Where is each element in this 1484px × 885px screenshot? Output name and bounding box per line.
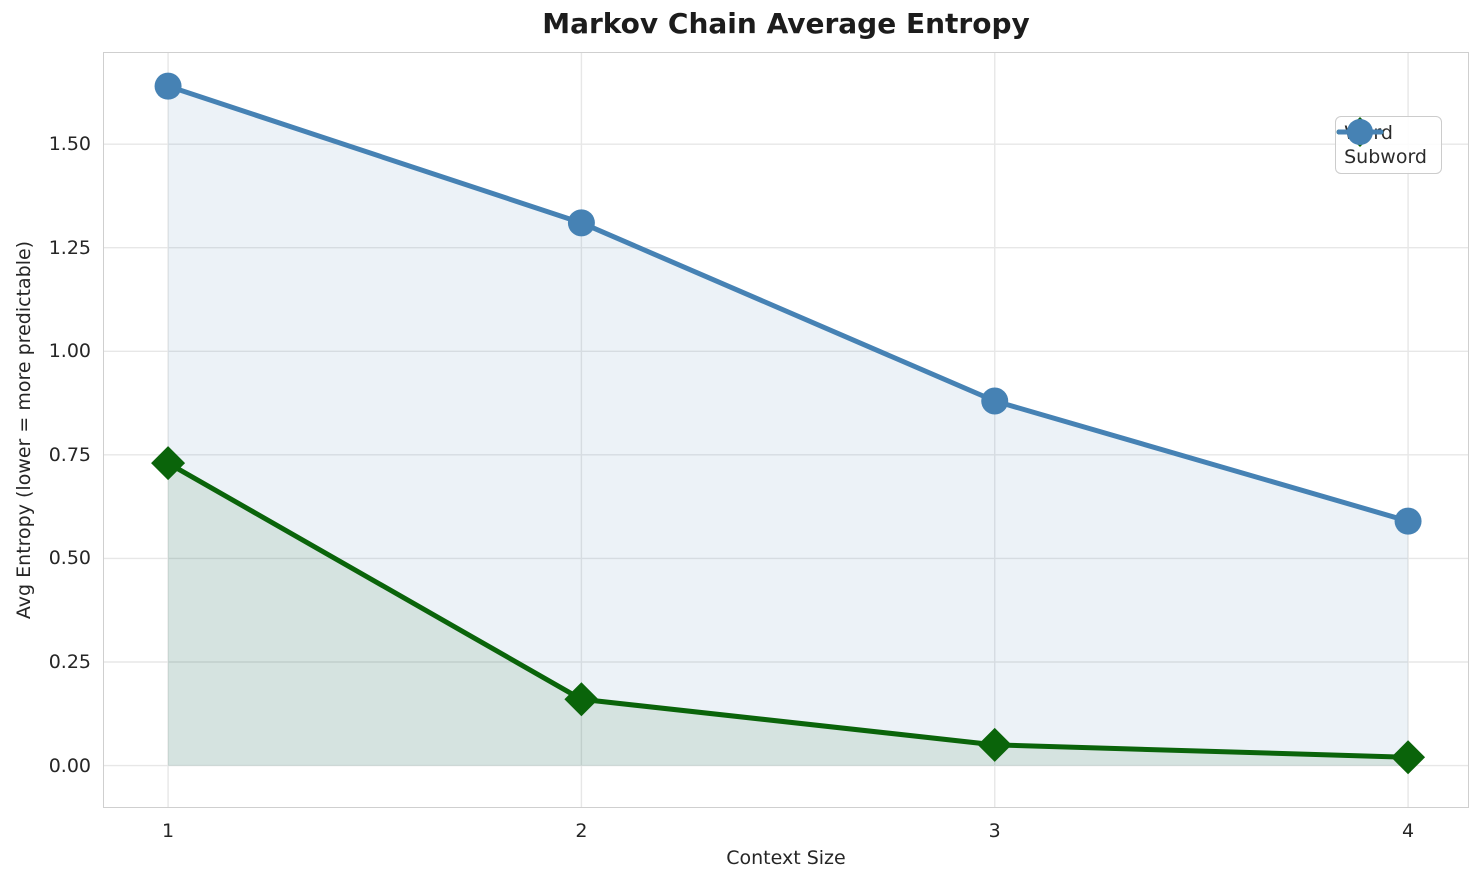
diamond-marker bbox=[977, 727, 1012, 762]
y-axis-label: Avg Entropy (lower = more predictable) bbox=[13, 240, 35, 620]
circle-marker bbox=[154, 72, 182, 100]
y-tick-label: 0.75 bbox=[48, 443, 91, 466]
x-tick-label: 3 bbox=[988, 820, 1001, 842]
diamond-marker bbox=[151, 446, 186, 481]
circle-marker-icon bbox=[1336, 119, 1384, 145]
x-tick-label: 1 bbox=[162, 820, 175, 842]
y-tick-label: 1.00 bbox=[48, 340, 91, 363]
plot-area: Word Subword bbox=[103, 52, 1469, 808]
legend-item-subword: Subword bbox=[1336, 119, 1427, 168]
y-tick-label: 0.50 bbox=[48, 547, 91, 570]
circle-marker bbox=[1394, 507, 1422, 535]
diamond-marker bbox=[564, 682, 599, 717]
plot-canvas bbox=[104, 53, 1468, 807]
chart-title: Markov Chain Average Entropy bbox=[542, 7, 1030, 40]
legend: Word Subword bbox=[1335, 116, 1442, 174]
circle-marker bbox=[981, 387, 1009, 415]
y-tick-label: 1.50 bbox=[48, 133, 91, 156]
area-fill-word bbox=[168, 463, 1409, 766]
x-axis-label: Context Size bbox=[726, 847, 846, 869]
y-tick-label: 0.25 bbox=[48, 651, 91, 673]
x-tick-label: 2 bbox=[575, 820, 588, 842]
y-tick-label: 1.25 bbox=[48, 236, 91, 259]
y-tick-label: 0.00 bbox=[48, 754, 91, 777]
line-word bbox=[165, 460, 1411, 760]
line-subword bbox=[165, 83, 1411, 524]
diamond-marker bbox=[1391, 740, 1426, 775]
x-tick-label: 4 bbox=[1402, 820, 1415, 842]
area-fill-subword bbox=[168, 86, 1409, 766]
circle-marker bbox=[567, 209, 595, 237]
legend-label-subword: Subword bbox=[1344, 146, 1427, 168]
